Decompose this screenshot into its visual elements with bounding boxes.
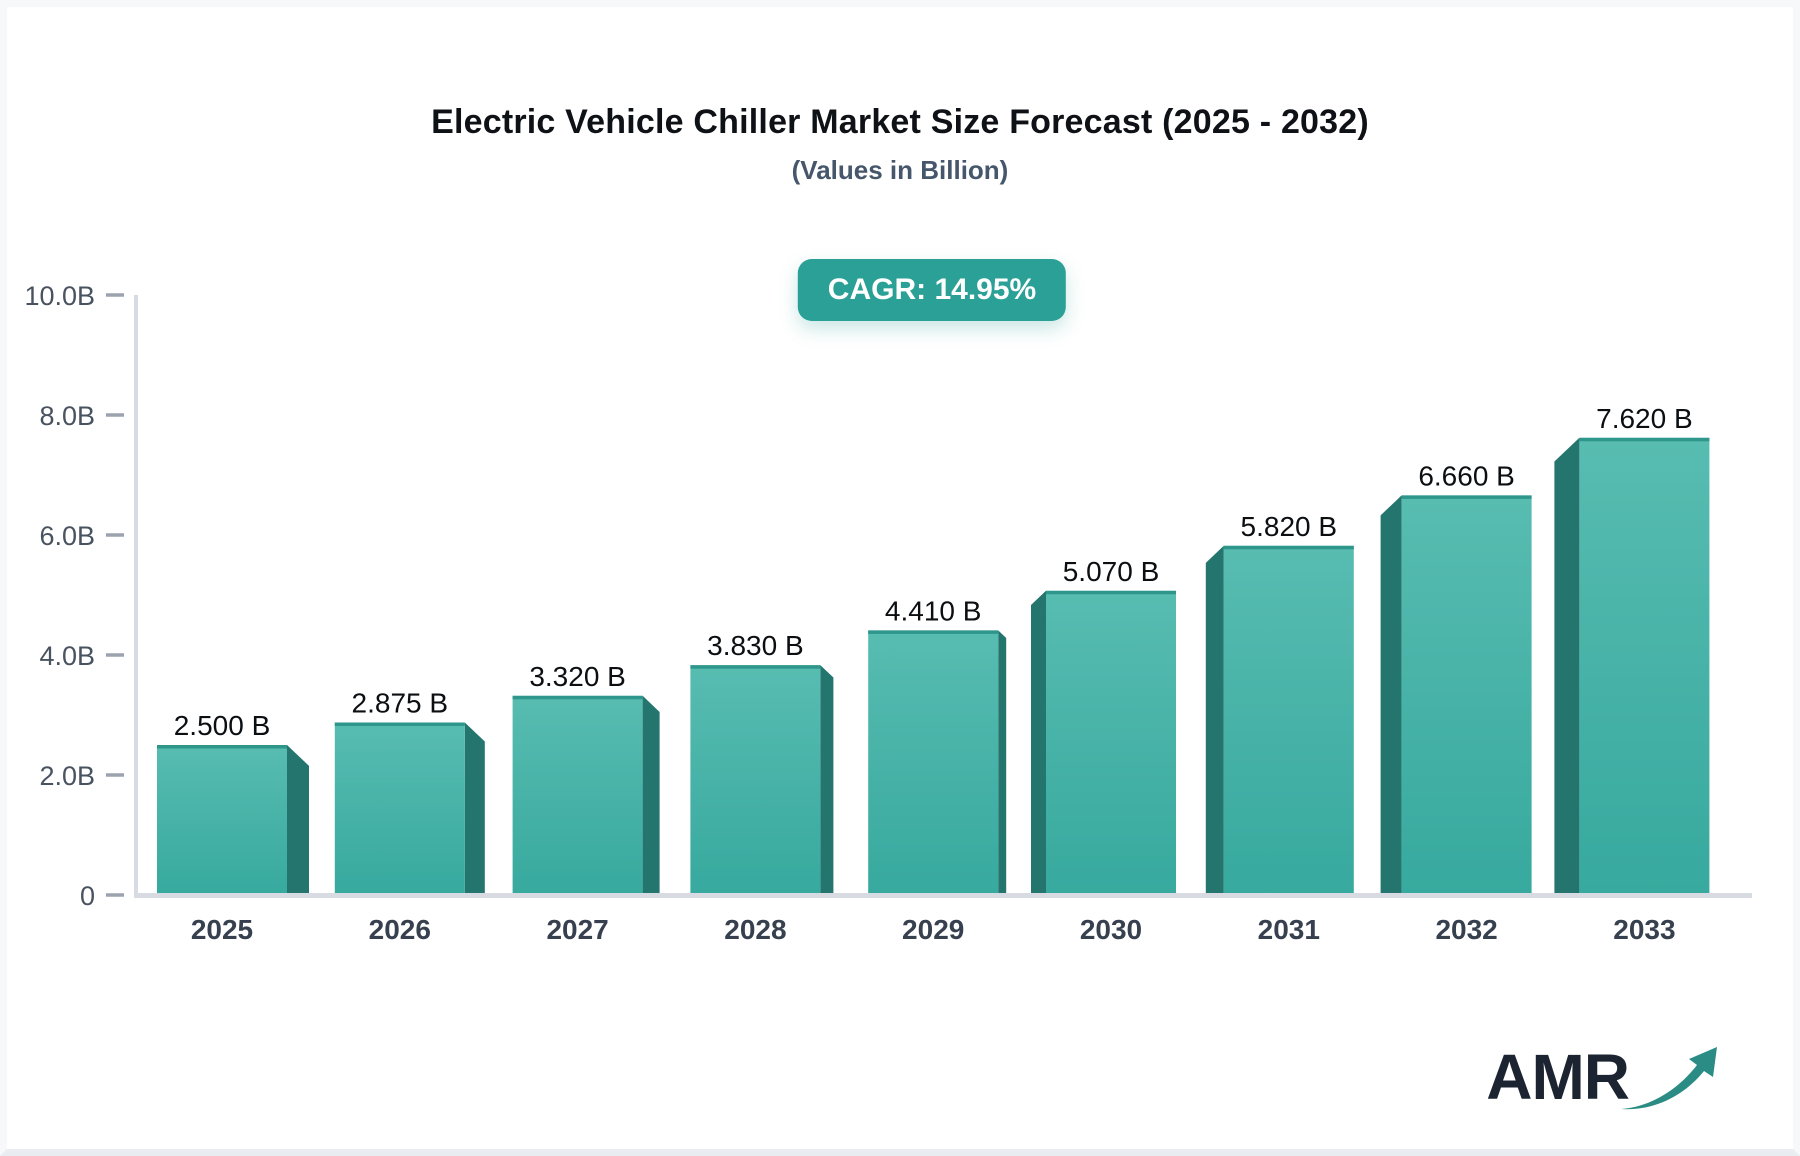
cagr-badge: CAGR: 14.95% xyxy=(797,259,1067,321)
y-tick-label: 4.0B xyxy=(39,641,95,671)
bar-value-label: 3.830 B xyxy=(707,630,804,661)
bar-side-face xyxy=(1380,495,1402,895)
bar-side-face xyxy=(1554,437,1580,895)
bar-side-face xyxy=(1205,545,1224,895)
bar-side-face xyxy=(464,722,485,895)
amr-logo-text: AMR xyxy=(1486,1041,1630,1113)
y-tick-label: 6.0B xyxy=(39,521,95,551)
x-axis-label-2029: 2029 xyxy=(902,914,964,945)
bar-2030 xyxy=(1046,590,1176,895)
bar-side-face xyxy=(287,745,309,895)
bar-chart: 0 2.0B 4.0B 6.0B 8.0B 10.0B 2.500 B 2025 2.875 B… xyxy=(24,281,1752,945)
x-axis-label-2030: 2030 xyxy=(1080,914,1142,945)
bar-value-label: 4.410 B xyxy=(885,595,982,626)
bar-side-face xyxy=(820,665,834,895)
x-axis-label-2027: 2027 xyxy=(546,914,608,945)
y-tick-label: 10.0B xyxy=(24,281,95,311)
x-axis-label-2032: 2032 xyxy=(1435,914,1497,945)
bar-2026 xyxy=(334,722,465,895)
bar-top-edge xyxy=(157,745,287,749)
bar-value-label: 3.320 B xyxy=(529,661,626,692)
y-tick-label: 2.0B xyxy=(39,761,95,791)
bar-value-label: 7.620 B xyxy=(1596,403,1693,434)
bar-2029 xyxy=(868,630,999,895)
bar-value-label: 2.500 B xyxy=(174,710,271,741)
bar-value-label: 6.660 B xyxy=(1418,460,1515,491)
chart-title: Electric Vehicle Chiller Market Size For… xyxy=(431,103,1369,141)
x-axis-line xyxy=(134,893,1752,898)
bar-side-face xyxy=(998,630,1007,895)
x-axis-label-2025: 2025 xyxy=(191,914,253,945)
y-axis-line xyxy=(134,295,138,895)
bar-side-face xyxy=(1031,590,1046,895)
y-tick-label: 8.0B xyxy=(39,401,95,431)
chart-subtitle: (Values in Billion) xyxy=(791,155,1009,185)
bar-top-edge xyxy=(690,665,821,669)
bar-2025 xyxy=(157,745,287,895)
bar-value-label: 5.070 B xyxy=(1063,556,1160,587)
bar-top-edge xyxy=(1579,437,1710,442)
bar-top-edge xyxy=(334,722,465,726)
bar-2027 xyxy=(512,695,643,895)
growth-arrow-icon xyxy=(1621,1047,1717,1110)
x-axis-label-2033: 2033 xyxy=(1613,914,1675,945)
bar-top-edge xyxy=(1223,545,1354,550)
bar-value-label: 2.875 B xyxy=(352,688,449,719)
bar-2028 xyxy=(690,665,821,895)
x-axis-label-2028: 2028 xyxy=(724,914,786,945)
bar-top-edge xyxy=(512,695,643,700)
bar-2033 xyxy=(1579,437,1710,895)
y-tick-label: 0 xyxy=(80,881,95,911)
bar-2031 xyxy=(1223,545,1354,895)
bar-2032 xyxy=(1401,495,1532,895)
bar-top-edge xyxy=(868,630,999,634)
x-axis-label-2026: 2026 xyxy=(369,914,431,945)
x-axis-label-2031: 2031 xyxy=(1258,914,1320,945)
bar-value-label: 5.820 B xyxy=(1241,511,1338,542)
bar-top-edge xyxy=(1401,495,1532,499)
bar-top-edge xyxy=(1046,590,1176,595)
bar-side-face xyxy=(642,695,660,895)
amr-logo: AMR xyxy=(1486,1033,1719,1121)
